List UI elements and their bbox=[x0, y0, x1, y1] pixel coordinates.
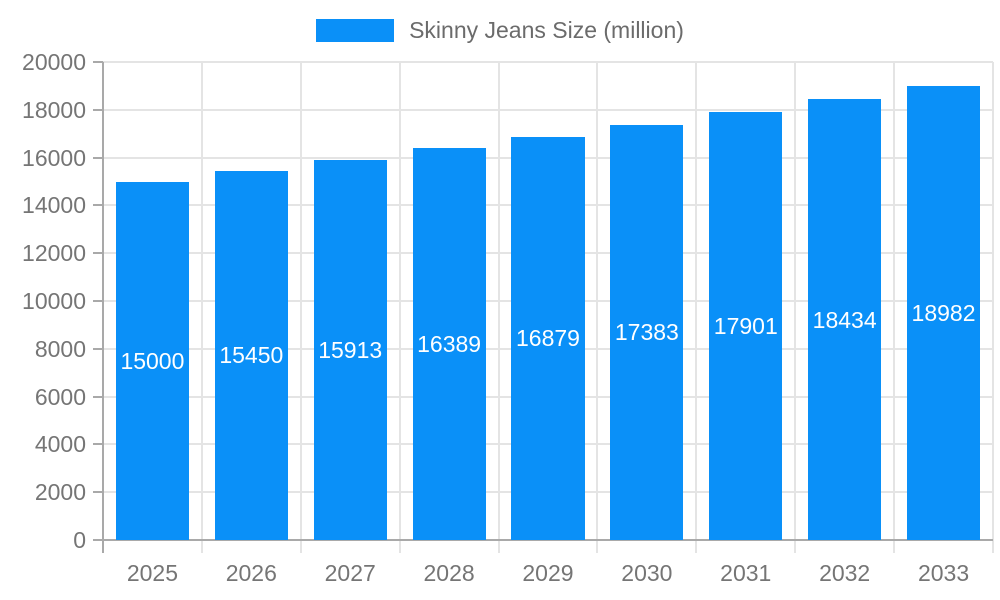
x-tick-label: 2027 bbox=[324, 560, 376, 586]
bar-value-label: 16879 bbox=[516, 325, 580, 352]
y-tick bbox=[93, 491, 103, 494]
x-tick-label: 2030 bbox=[621, 560, 673, 586]
bar-2027 bbox=[313, 159, 387, 540]
x-gridline bbox=[497, 62, 500, 540]
bar-value-label: 18982 bbox=[911, 300, 976, 327]
x-gridline bbox=[893, 62, 896, 540]
y-tick-label: 2000 bbox=[34, 479, 86, 506]
x-tick bbox=[497, 540, 500, 553]
x-tick bbox=[200, 540, 203, 553]
x-tick bbox=[596, 540, 599, 553]
legend-label: Skinny Jeans Size (million) bbox=[409, 17, 684, 43]
y-tick bbox=[93, 395, 103, 398]
bar-value-label: 16389 bbox=[417, 331, 482, 358]
x-tick bbox=[992, 540, 994, 553]
y-axis-line bbox=[102, 62, 104, 553]
bar-value-label: 15913 bbox=[318, 336, 383, 363]
bar-value-label: 15450 bbox=[219, 342, 284, 369]
x-tick bbox=[299, 540, 302, 553]
legend[interactable]: Skinny Jeans Size (million) bbox=[0, 17, 1000, 44]
y-tick-label: 20000 bbox=[22, 49, 86, 75]
y-tick-label: 18000 bbox=[22, 96, 86, 123]
y-tick-label: 14000 bbox=[22, 192, 86, 219]
y-tick-label: 16000 bbox=[22, 144, 86, 171]
y-tick bbox=[93, 61, 103, 63]
x-tick bbox=[893, 540, 896, 553]
x-gridline bbox=[992, 62, 994, 540]
x-tick-label: 2028 bbox=[423, 560, 475, 586]
x-tick bbox=[398, 540, 401, 553]
bar-value-label: 18434 bbox=[812, 306, 877, 333]
y-tick-label: 6000 bbox=[34, 383, 86, 410]
y-gridline bbox=[103, 108, 993, 111]
y-tick bbox=[93, 204, 103, 207]
y-tick-label: 8000 bbox=[34, 335, 86, 362]
bar-2033 bbox=[906, 86, 981, 540]
x-tick-label: 2029 bbox=[522, 560, 574, 586]
x-gridline bbox=[200, 62, 203, 540]
bar-2026 bbox=[214, 170, 288, 540]
x-tick-label: 2025 bbox=[126, 560, 179, 586]
bar-2025 bbox=[115, 181, 190, 540]
x-gridline bbox=[695, 62, 698, 540]
bar-2032 bbox=[808, 99, 882, 540]
y-tick-label: 10000 bbox=[22, 288, 86, 314]
x-tick-label: 2026 bbox=[225, 560, 277, 586]
y-tick bbox=[93, 443, 103, 446]
y-tick bbox=[93, 347, 103, 350]
y-gridline bbox=[103, 61, 993, 63]
bar-2031 bbox=[709, 112, 783, 540]
x-tick-label: 2031 bbox=[720, 560, 772, 586]
x-gridline bbox=[596, 62, 599, 540]
legend-swatch bbox=[316, 19, 395, 42]
x-gridline bbox=[794, 62, 797, 540]
y-tick bbox=[93, 156, 103, 159]
bar-value-label: 15000 bbox=[120, 347, 185, 374]
x-tick-label: 2033 bbox=[917, 560, 970, 586]
x-tick bbox=[695, 540, 698, 553]
bar-value-label: 17901 bbox=[713, 313, 778, 340]
y-tick bbox=[93, 252, 103, 255]
y-tick-label: 0 bbox=[73, 527, 86, 553]
bar-value-label: 17383 bbox=[614, 319, 679, 346]
y-tick-label: 4000 bbox=[34, 431, 86, 458]
bar-2029 bbox=[511, 136, 585, 540]
y-tick bbox=[93, 300, 103, 302]
x-tick-label: 2032 bbox=[819, 560, 871, 586]
x-gridline bbox=[398, 62, 401, 540]
x-tick bbox=[794, 540, 797, 553]
bar-2030 bbox=[610, 124, 684, 540]
bar-2028 bbox=[412, 148, 486, 540]
x-axis-line bbox=[93, 539, 993, 541]
y-tick-label: 12000 bbox=[22, 240, 86, 267]
x-gridline bbox=[299, 62, 302, 540]
y-tick bbox=[93, 108, 103, 111]
